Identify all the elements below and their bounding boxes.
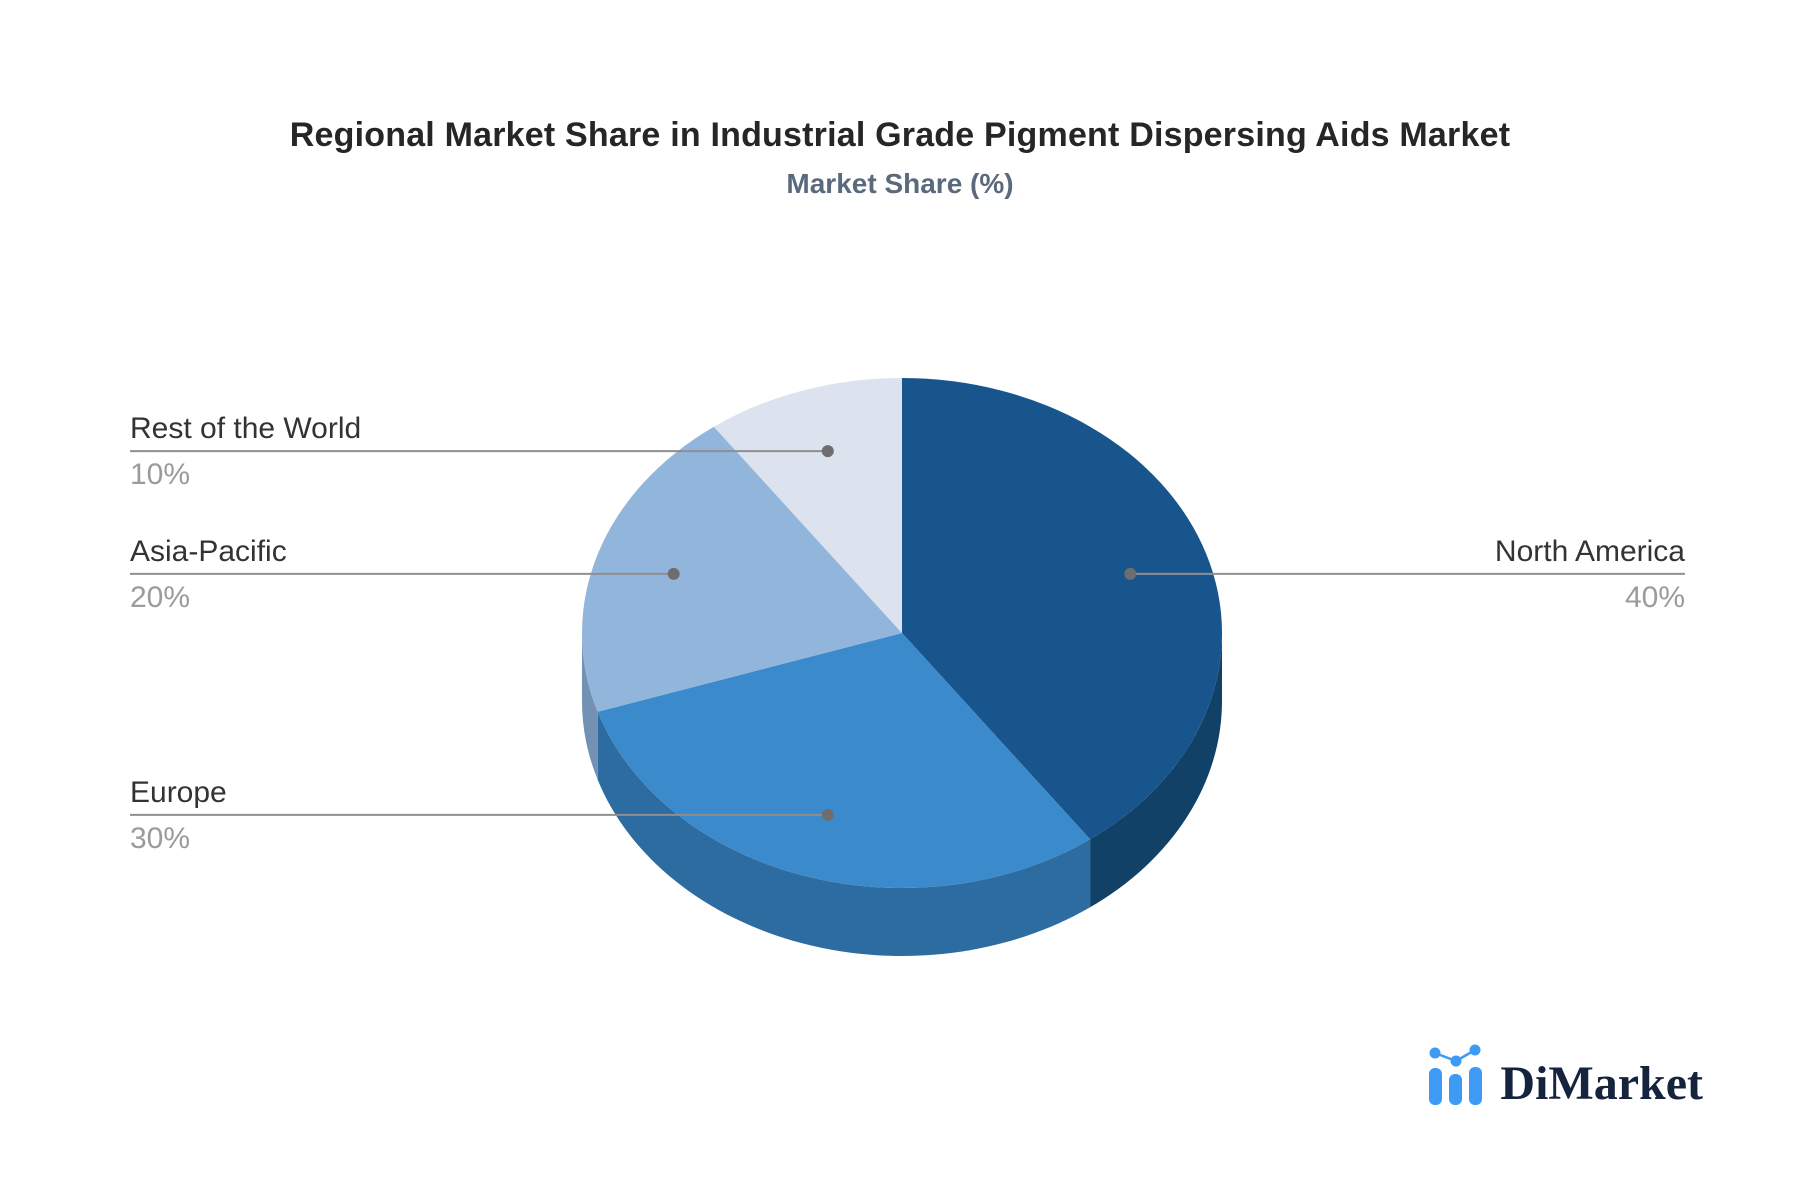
slice-value-label: 10% <box>130 458 191 491</box>
logo-text: DiMarket <box>1500 1057 1703 1110</box>
slice-label: North America <box>1494 535 1685 568</box>
pie-slice-europe[interactable] <box>597 633 1091 888</box>
pie-slice-wall-north-america <box>1090 633 1222 908</box>
dimarket-logo: DiMarket <box>1427 1040 1703 1110</box>
slice-value-label: 20% <box>130 581 191 614</box>
pie-slice-wall-europe <box>597 711 1091 956</box>
slice-value-label: 30% <box>130 822 191 855</box>
callout-anchor-dot <box>821 808 834 821</box>
callout-line-rest-of-the-world <box>130 445 834 458</box>
slice-value-label: 40% <box>1624 581 1685 614</box>
callout-anchor-dot <box>1124 567 1137 580</box>
slice-callout-europe: Europe 30% <box>130 778 227 854</box>
callout-anchor-dot <box>667 567 680 580</box>
callout-line-europe <box>130 808 834 821</box>
callout-line-asia-pacific <box>130 567 680 580</box>
slice-callout-asia-pacific: Asia-Pacific 20% <box>130 537 287 613</box>
slice-label: Rest of the World <box>130 412 362 445</box>
pie-slice-asia-pacific[interactable] <box>582 426 902 712</box>
callout-line-north-america <box>1124 567 1685 580</box>
chart-title: Regional Market Share in Industrial Grad… <box>289 116 1511 154</box>
chart-subtitle: Market Share (%) <box>786 168 1014 199</box>
bar-chart-logo-icon <box>1429 1044 1483 1105</box>
pie-slice-north-america[interactable] <box>902 378 1223 840</box>
slice-callout-rest-of-the-world: Rest of the World 10% <box>130 414 361 490</box>
callout-anchor-dot <box>821 445 834 458</box>
pie-slice-wall-asia-pacific <box>582 633 598 780</box>
slice-callout-north-america: North America 40% <box>1495 537 1685 613</box>
slice-label: Asia-Pacific <box>130 535 287 568</box>
pie-slice-rest-of-the-world[interactable] <box>713 378 902 633</box>
slice-label: Europe <box>130 776 227 809</box>
